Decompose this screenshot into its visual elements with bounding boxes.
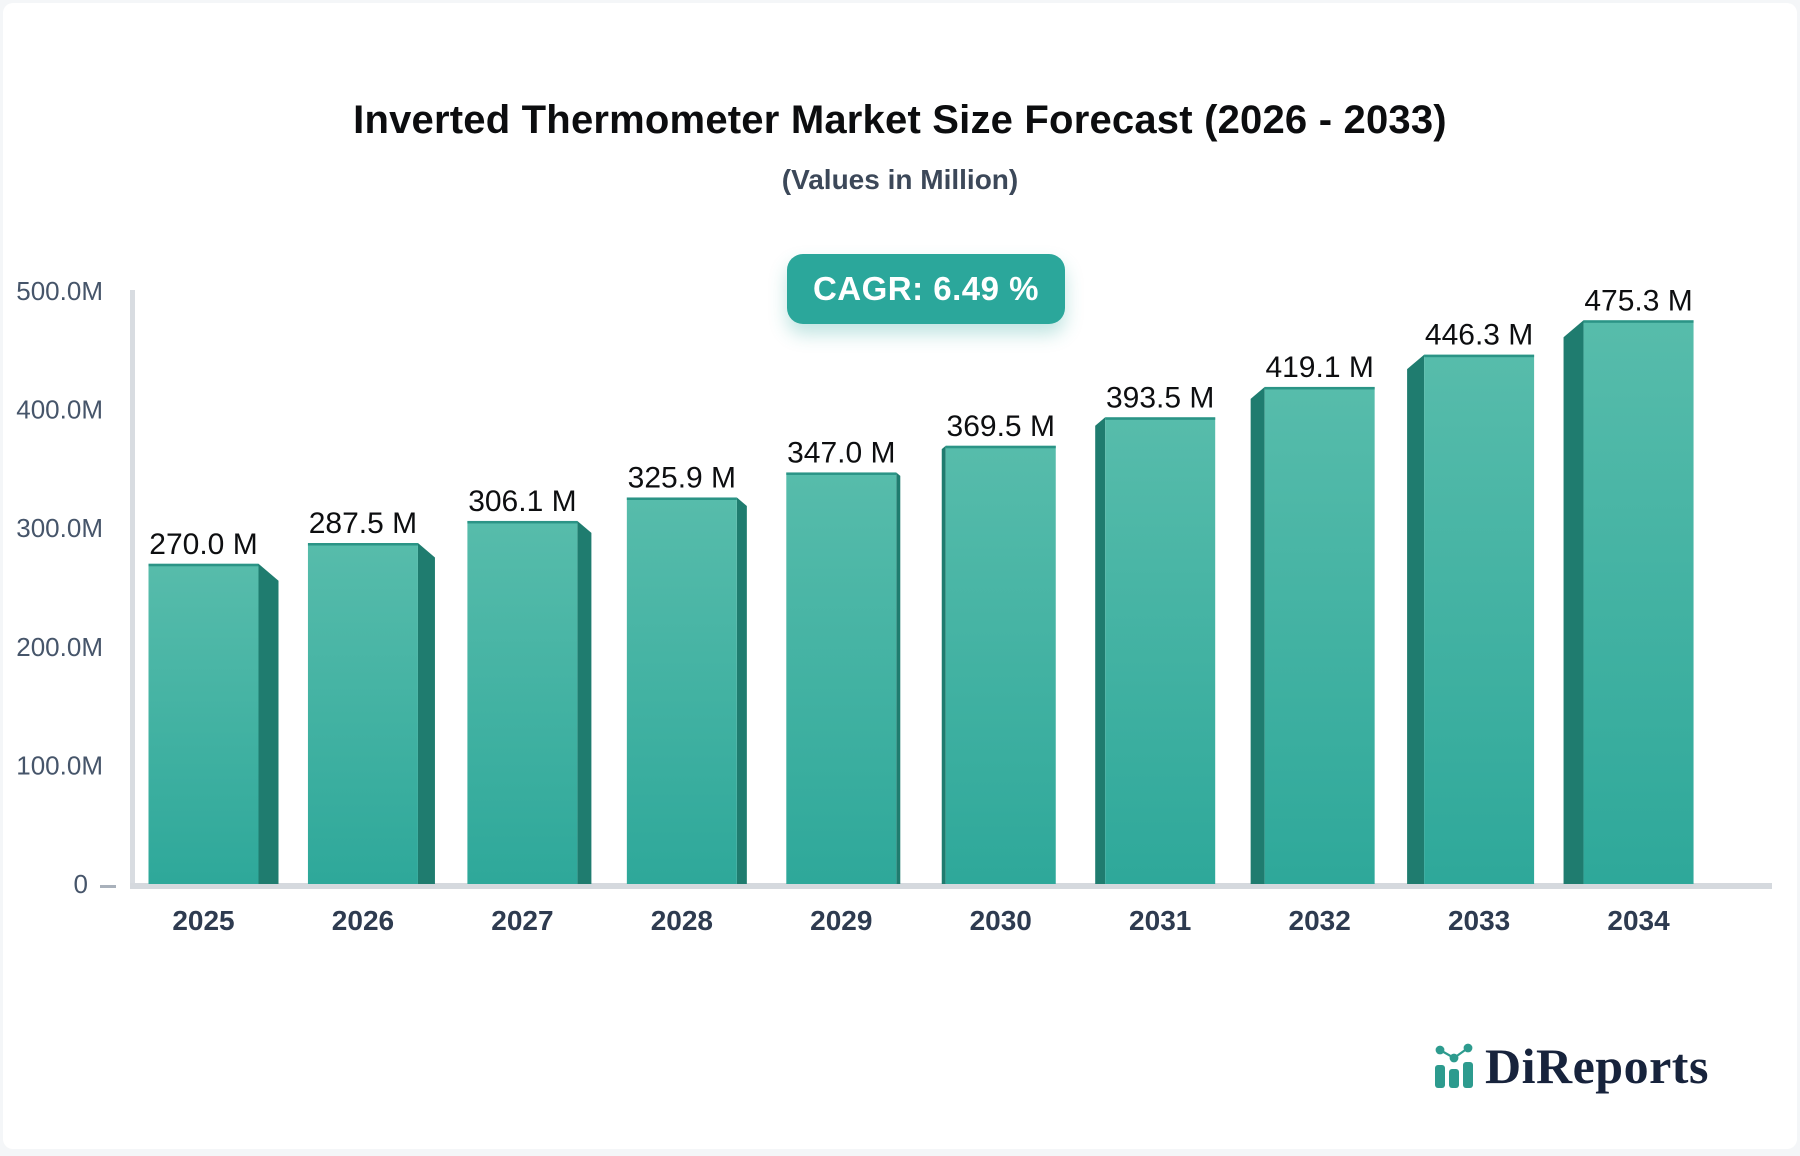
bar-top-edge	[467, 520, 578, 524]
bar-side-face	[1095, 417, 1106, 884]
y-axis-tick-label: 500.0M	[16, 276, 103, 306]
x-axis-tick-label: 2033	[1448, 905, 1510, 936]
bar-front-face	[1583, 320, 1694, 884]
y-axis-tick-label: 200.0M	[16, 632, 103, 662]
bar-front-face	[467, 520, 578, 884]
bar-side-face	[941, 445, 946, 884]
cagr-badge-label: CAGR: 6.49 %	[812, 270, 1040, 307]
x-axis-tick-label: 2029	[810, 905, 872, 936]
bar-front-face	[945, 445, 1056, 884]
y-axis-line	[130, 290, 135, 889]
bar-side-face	[577, 520, 592, 884]
bar-side-face	[736, 497, 747, 884]
x-axis-tick-label: 2034	[1607, 905, 1670, 936]
x-axis-tick-label: 2030	[970, 905, 1032, 936]
bar-top-edge	[626, 497, 737, 500]
bar-top-edge	[307, 543, 418, 546]
bar-value-label: 306.1 M	[468, 485, 576, 518]
bar-front-face	[1105, 417, 1216, 884]
bar-side-face	[1563, 320, 1584, 884]
bar-front-face	[307, 543, 418, 884]
logo-bar	[1449, 1069, 1459, 1088]
bar-side-face	[896, 472, 901, 884]
x-axis-tick-label: 2032	[1289, 905, 1351, 936]
x-axis-tick-label: 2025	[172, 905, 234, 936]
bar-value-label: 446.3 M	[1425, 319, 1533, 352]
x-axis-tick-label: 2031	[1129, 905, 1191, 936]
bar-top-edge	[945, 445, 1056, 449]
bar-value-label: 287.5 M	[309, 507, 417, 540]
bar-top-edge	[1583, 320, 1694, 323]
bar-top-edge	[1105, 417, 1216, 420]
logo-bar	[1463, 1062, 1473, 1088]
bar-value-label: 475.3 M	[1584, 284, 1692, 317]
bar-side-face	[258, 563, 279, 884]
bar-side-face	[417, 543, 435, 884]
x-axis-tick-label: 2027	[491, 905, 553, 936]
x-axis-tick-label: 2028	[651, 905, 713, 936]
bar-side-face	[1250, 386, 1265, 884]
logo-dot	[1463, 1043, 1473, 1053]
y-axis-tick-label: 0	[74, 869, 88, 899]
logo-bar	[1435, 1065, 1445, 1088]
bar-front-face	[1264, 386, 1375, 884]
bar-value-label: 393.5 M	[1106, 381, 1214, 414]
y-axis-zero-tick	[100, 885, 116, 888]
logo-text: DiReports	[1485, 1038, 1709, 1094]
y-axis-tick-label: 400.0M	[16, 395, 103, 425]
y-axis-tick-label: 100.0M	[16, 750, 103, 780]
bar-value-label: 347.0 M	[787, 436, 895, 469]
logo-dot	[1449, 1053, 1459, 1063]
bar-front-face	[1424, 354, 1535, 884]
y-axis-tick-label: 300.0M	[16, 513, 103, 543]
bar-front-face	[148, 563, 259, 884]
mini-bar-chart-icon	[1435, 1043, 1473, 1088]
bar-top-edge	[148, 563, 259, 567]
x-axis-tick-label: 2026	[332, 905, 394, 936]
bar-top-edge	[1424, 354, 1535, 358]
bar-side-face	[1407, 354, 1425, 884]
bar-value-label: 325.9 M	[628, 461, 736, 494]
bar-top-edge	[786, 472, 897, 475]
bar-value-label: 419.1 M	[1265, 351, 1373, 384]
bar-value-label: 369.5 M	[947, 410, 1055, 443]
bar-top-edge	[1264, 386, 1375, 390]
cagr-badge: CAGR: 6.49 %	[787, 254, 1065, 324]
chart-subtitle: (Values in Million)	[781, 164, 1019, 195]
x-axis-baseline	[130, 883, 1772, 889]
bar-front-face	[786, 472, 897, 884]
direports-logo: DiReports	[1433, 1038, 1709, 1094]
bar-value-label: 270.0 M	[149, 528, 257, 561]
chart-title: Inverted Thermometer Market Size Forecas…	[353, 98, 1447, 142]
logo-dot	[1435, 1045, 1445, 1055]
bar-front-face	[626, 497, 737, 884]
